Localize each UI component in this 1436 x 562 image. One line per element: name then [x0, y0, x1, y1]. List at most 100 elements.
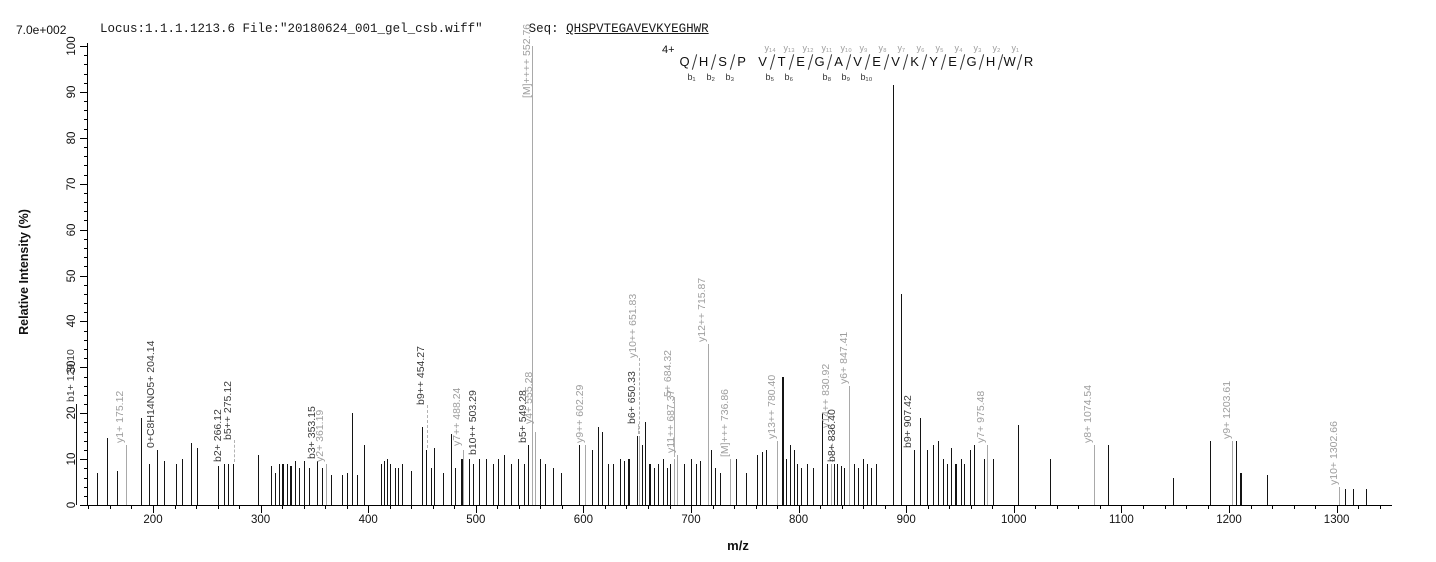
x-axis-title: m/z [727, 538, 749, 553]
peak [1236, 440, 1238, 505]
fragmentation-site: y₁₀ b₉ [841, 43, 852, 82]
x-tick-major [1013, 506, 1015, 513]
y-tick-label: 70 [66, 177, 78, 191]
peak-label: y9+ 1203.61 [1220, 380, 1233, 439]
y-tick-minor [84, 248, 87, 249]
y-tick-minor [84, 192, 87, 194]
peak-labeled [462, 449, 464, 505]
peak [523, 463, 525, 505]
y-tick-minor [84, 495, 87, 497]
peak-labeled [534, 431, 536, 505]
peak [431, 468, 433, 505]
peak [619, 459, 621, 505]
peak [450, 433, 452, 505]
x-tick-minor [1293, 506, 1295, 509]
x-tick-minor [1207, 506, 1209, 509]
peak-labeled [233, 463, 235, 505]
peak [710, 449, 712, 505]
x-tick-minor [88, 506, 90, 509]
fragmentation-site: y₂ [993, 43, 1004, 71]
peak [645, 422, 647, 505]
x-axis-line [87, 505, 1392, 506]
cut-slash [921, 54, 927, 70]
peak [539, 459, 541, 505]
peak [117, 470, 118, 505]
peak [867, 463, 868, 505]
peak-labeled [478, 459, 480, 505]
b-ion-label: b₉ [841, 72, 851, 82]
peak [813, 468, 815, 505]
fragmentation-site: y₄ [955, 43, 966, 71]
cut-slash [807, 54, 813, 70]
peak [107, 438, 109, 505]
y-tick-minor [84, 119, 87, 121]
x-tick-minor [1315, 506, 1317, 509]
x-tick-minor [217, 506, 219, 509]
x-tick-minor [647, 506, 649, 509]
y-tick-minor [84, 211, 87, 213]
peak-labeled [223, 463, 225, 505]
header-line: Locus:1.1.1.1213.6 File:"20180624_001_ge… [70, 8, 709, 50]
y-ion-label: y₁₄ [764, 43, 776, 53]
x-tick-minor [604, 506, 606, 509]
y-tick-minor [84, 55, 87, 57]
peak [623, 461, 625, 505]
peak-label: y11++ 687.37 [665, 389, 678, 453]
peak [176, 463, 178, 505]
peak [1353, 488, 1355, 505]
peak [695, 463, 697, 505]
x-tick-minor [174, 506, 176, 509]
y-ion-label: y₃ [973, 43, 982, 53]
peak [684, 463, 685, 505]
x-tick-major [1336, 506, 1338, 513]
x-tick-minor [346, 506, 348, 509]
peak-label-leader [639, 358, 641, 435]
x-tick-minor [540, 506, 542, 509]
peak-label: b1+ 129.10 [64, 349, 77, 402]
y-tick-minor [84, 101, 87, 103]
y-tick-minor [84, 394, 87, 396]
peak [141, 417, 143, 505]
peak-labeled [426, 449, 428, 505]
y-tick-major [80, 91, 87, 93]
y-tick-minor [84, 293, 87, 295]
peak [270, 466, 272, 505]
x-tick-minor [1164, 506, 1166, 509]
peak [797, 463, 798, 505]
peak [719, 472, 721, 505]
fragmentation-site: y₁₂ [803, 43, 814, 71]
peak [510, 463, 512, 505]
y-tick-major [80, 505, 87, 506]
peak-labeled [1093, 445, 1095, 505]
peak [858, 468, 860, 505]
peak [862, 459, 864, 505]
peak [690, 459, 692, 505]
b-ion-label: b₁₀ [860, 72, 873, 82]
x-tick-minor [626, 506, 628, 509]
peak [298, 468, 300, 505]
peak-label: 0+C8H14NO5+ 204.14 [145, 340, 158, 448]
peak [294, 461, 296, 505]
peak [602, 431, 604, 505]
x-tick-minor [196, 506, 197, 509]
x-tick-major [1121, 506, 1123, 513]
peak [746, 472, 748, 505]
peak [347, 472, 349, 505]
residue-letter: E [948, 54, 957, 69]
y-ion-label: y₂ [992, 43, 1001, 53]
peak [1049, 459, 1051, 505]
y-tick-minor [84, 330, 87, 332]
y-tick-minor [84, 358, 87, 360]
y-tick-label: 100 [66, 36, 78, 56]
x-tick-minor [863, 506, 865, 509]
peak [893, 85, 895, 505]
peak-label: y7+ 975.48 [975, 391, 988, 444]
precursor-charge-label: 4+ [662, 44, 675, 56]
cut-slash [978, 54, 984, 70]
peak-label-leader [831, 427, 833, 462]
peak [963, 463, 965, 505]
cut-slash [959, 54, 965, 70]
y-tick-minor [84, 128, 87, 130]
x-tick-minor [1142, 506, 1144, 509]
peak [383, 461, 385, 505]
